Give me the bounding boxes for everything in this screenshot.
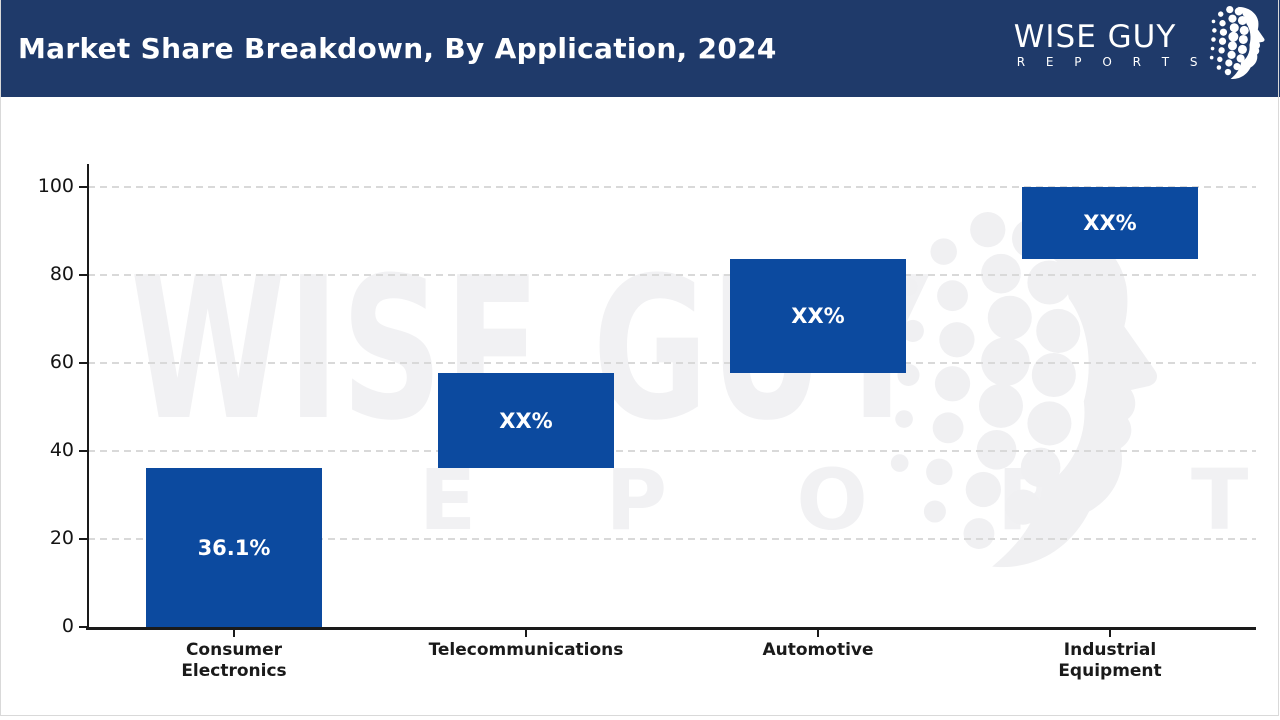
y-tick-100 — [79, 186, 88, 188]
gridline-100 — [88, 186, 1256, 188]
bar-value-label: XX% — [499, 408, 553, 433]
logo-name: WISE GUY — [1013, 18, 1177, 55]
category-label-0: Consumer Electronics — [181, 640, 287, 681]
x-tick-1 — [525, 630, 527, 637]
y-axis-line — [87, 164, 89, 629]
y-tick-20 — [79, 538, 88, 540]
gridline-80 — [88, 274, 1256, 276]
category-label-2: Automotive — [762, 640, 874, 660]
y-tick-label-20: 20 — [49, 527, 74, 549]
x-tick-2 — [817, 630, 819, 637]
logo-wordmark: WISE GUY R E P O R T S — [1014, 20, 1206, 69]
gridline-60 — [88, 362, 1256, 364]
logo-face-icon — [1208, 6, 1266, 82]
y-tick-label-0: 0 — [61, 615, 74, 637]
y-tick-label-60: 60 — [49, 351, 74, 373]
x-tick-0 — [233, 630, 235, 637]
bar-value-label: 36.1% — [197, 535, 271, 560]
logo-subtext: R E P O R T S — [1016, 54, 1206, 69]
y-tick-60 — [79, 362, 88, 364]
watermark-face-icon — [882, 212, 1164, 582]
bar-telecommunications: XX% — [438, 373, 614, 469]
y-tick-40 — [79, 450, 88, 452]
header: Market Share Breakdown, By Application, … — [0, 0, 1280, 97]
bar-value-label: XX% — [791, 304, 845, 329]
y-tick-label-40: 40 — [49, 439, 74, 461]
bar-industrial-equipment: XX% — [1022, 187, 1198, 260]
x-tick-3 — [1109, 630, 1111, 637]
chart-title: Market Share Breakdown, By Application, … — [18, 32, 777, 65]
gridline-20 — [88, 538, 1256, 540]
y-tick-label-80: 80 — [49, 263, 74, 285]
category-label-1: Telecommunications — [428, 640, 624, 660]
bar-consumer-electronics: 36.1% — [146, 468, 322, 627]
category-label-3: Industrial Equipment — [1058, 640, 1162, 681]
y-tick-80 — [79, 274, 88, 276]
brand-logo: WISE GUY R E P O R T S — [1014, 6, 1266, 82]
bar-value-label: XX% — [1083, 211, 1137, 236]
gridline-40 — [88, 450, 1256, 452]
y-tick-0 — [79, 626, 88, 628]
y-tick-label-100: 100 — [37, 175, 74, 197]
bar-automotive: XX% — [730, 259, 906, 374]
x-axis-line — [86, 627, 1256, 630]
